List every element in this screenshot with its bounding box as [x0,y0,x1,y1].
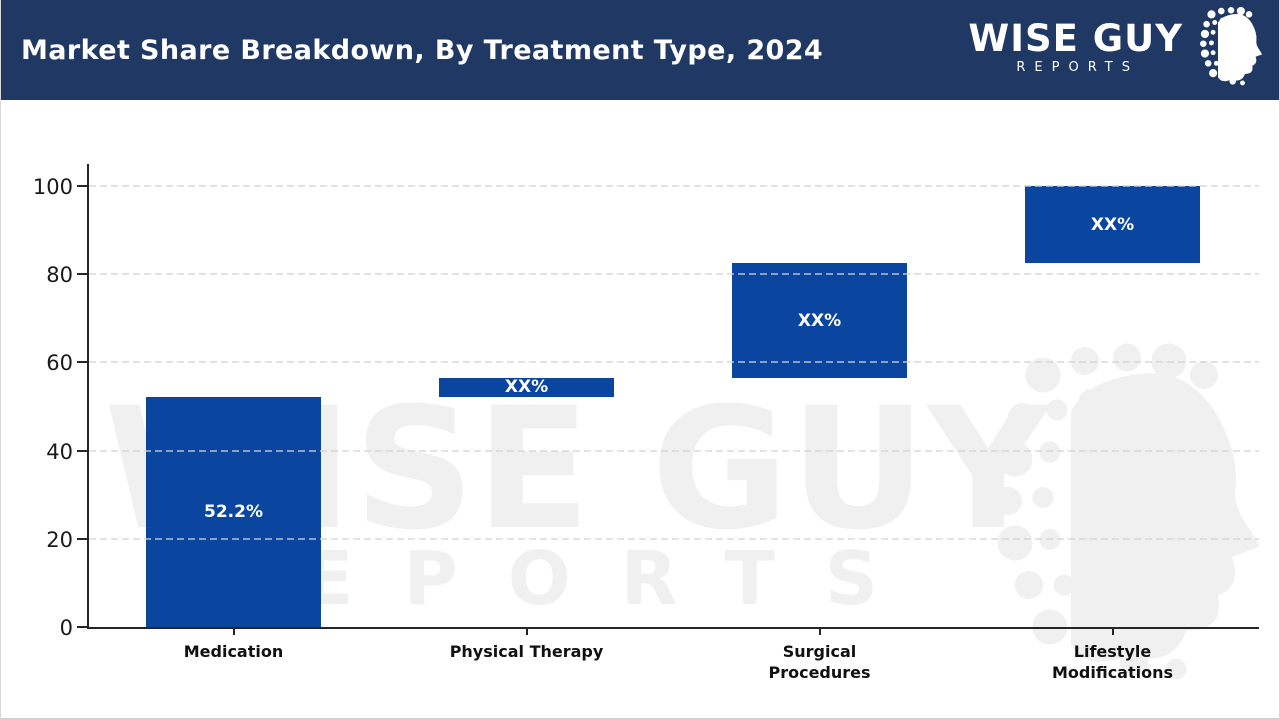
gridline [89,361,1259,364]
bar-value-label: 52.2% [204,501,263,522]
y-tick [77,626,87,628]
bar-value-label: XX% [797,310,842,331]
gridline [89,185,1259,187]
y-tick [77,449,87,452]
y-tick [77,185,87,187]
brand-subtitle: REPORTS [1016,59,1139,75]
brand-logo-text: WISE GUY REPORTS [968,20,1183,75]
header: Market Share Breakdown, By Treatment Typ… [1,0,1279,100]
brand-logo: WISE GUY REPORTS [968,4,1267,90]
y-axis-line [87,164,89,627]
y-tick-label: 0 [59,616,73,640]
x-axis-category-label: Lifestyle Modifications [1051,642,1174,682]
y-tick-label: 80 [46,263,73,288]
y-tick [77,537,87,540]
x-tick [818,629,821,635]
wise-guy-head-icon [1200,6,1263,86]
x-axis-category-label: Physical Therapy [449,642,604,661]
bar-medication: 52.2% [145,396,322,627]
y-tick [77,361,87,364]
plot-area: 0 20 40 60 80 100 52.2% Medication XX% Physical T… [1,100,1279,718]
gridline [89,449,1259,452]
bar-value-label: XX% [504,377,549,398]
y-tick-label: 60 [46,351,73,376]
brand-wordmark: WISE GUY [968,16,1183,60]
bar-value-label: XX% [1090,214,1135,235]
y-tick-label: 100 [32,175,73,199]
gridline [89,537,1259,540]
x-tick [232,629,235,635]
bar-lifestyle-modifications: XX% [1024,186,1201,264]
page-title: Market Share Breakdown, By Treatment Typ… [21,34,824,66]
gridline [89,273,1259,276]
x-axis-line [87,627,1259,629]
bar-physical-therapy: XX% [438,377,615,398]
y-tick-label: 20 [46,527,73,552]
y-tick-label: 40 [46,439,73,464]
y-tick [77,273,87,276]
x-tick [525,629,528,635]
x-axis-category-label: Surgical Procedures [768,642,871,682]
x-axis-category-label: Medication [183,642,284,661]
bar-surgical-procedures: XX% [731,263,908,378]
x-tick [1111,629,1114,635]
